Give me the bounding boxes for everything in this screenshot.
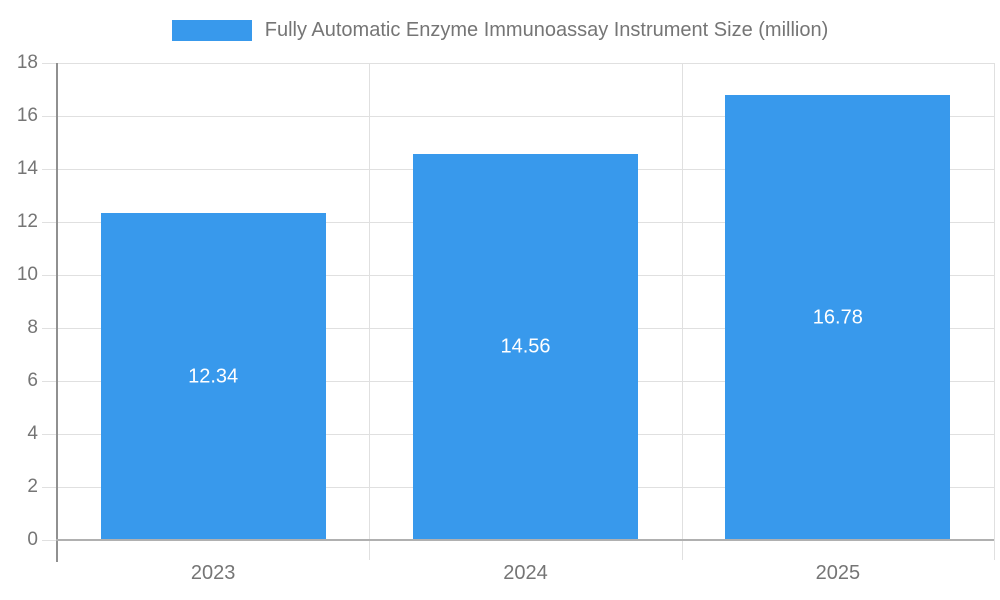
- y-axis-tick-label: 14: [16, 158, 38, 179]
- legend-item[interactable]: Fully Automatic Enzyme Immunoassay Instr…: [0, 19, 1000, 42]
- gridline-h: [42, 116, 994, 117]
- gridline-v: [681, 63, 683, 540]
- y-axis-tick-label: 12: [16, 210, 38, 232]
- gridline-v: [369, 63, 371, 540]
- gridline-h: [42, 63, 994, 64]
- x-axis-tick-label: 2025: [815, 562, 861, 584]
- y-axis-line: [56, 63, 58, 562]
- x-axis-tick: [369, 540, 371, 560]
- bar[interactable]: 12.34: [100, 213, 326, 540]
- x-axis-tick: [681, 540, 683, 560]
- legend-label: Fully Automatic Enzyme Immunoassay Instr…: [264, 19, 829, 41]
- bar-value-label: 16.78: [812, 306, 863, 329]
- x-axis-tick: [994, 540, 995, 560]
- x-axis-line: [56, 539, 994, 541]
- y-axis-tick-label: 10: [16, 264, 38, 285]
- y-axis-tick-label: 0: [27, 529, 38, 550]
- y-axis-tick-label: 4: [27, 423, 38, 444]
- y-axis-tick-label: 18: [16, 52, 38, 73]
- y-axis-tick-label: 8: [27, 317, 38, 338]
- plot-area: 0 2 4 6 8 10 12 14 16 18 12.34 2023 14.56 2024 16.78 20…: [17, 52, 995, 584]
- y-axis-tick-label: 16: [16, 105, 38, 126]
- bar-value-label: 12.34: [188, 365, 239, 387]
- gridline-v: [994, 63, 995, 540]
- y-axis-tick-label: 6: [27, 369, 38, 391]
- bar[interactable]: 14.56: [413, 154, 638, 540]
- x-axis-tick-label: 2024: [503, 562, 548, 584]
- y-axis-tick-label: 2: [27, 476, 38, 497]
- x-axis-tick-label: 2023: [190, 562, 236, 584]
- bar-value-label: 14.56: [500, 335, 551, 358]
- bar[interactable]: 16.78: [725, 95, 951, 540]
- legend-swatch: [171, 20, 252, 41]
